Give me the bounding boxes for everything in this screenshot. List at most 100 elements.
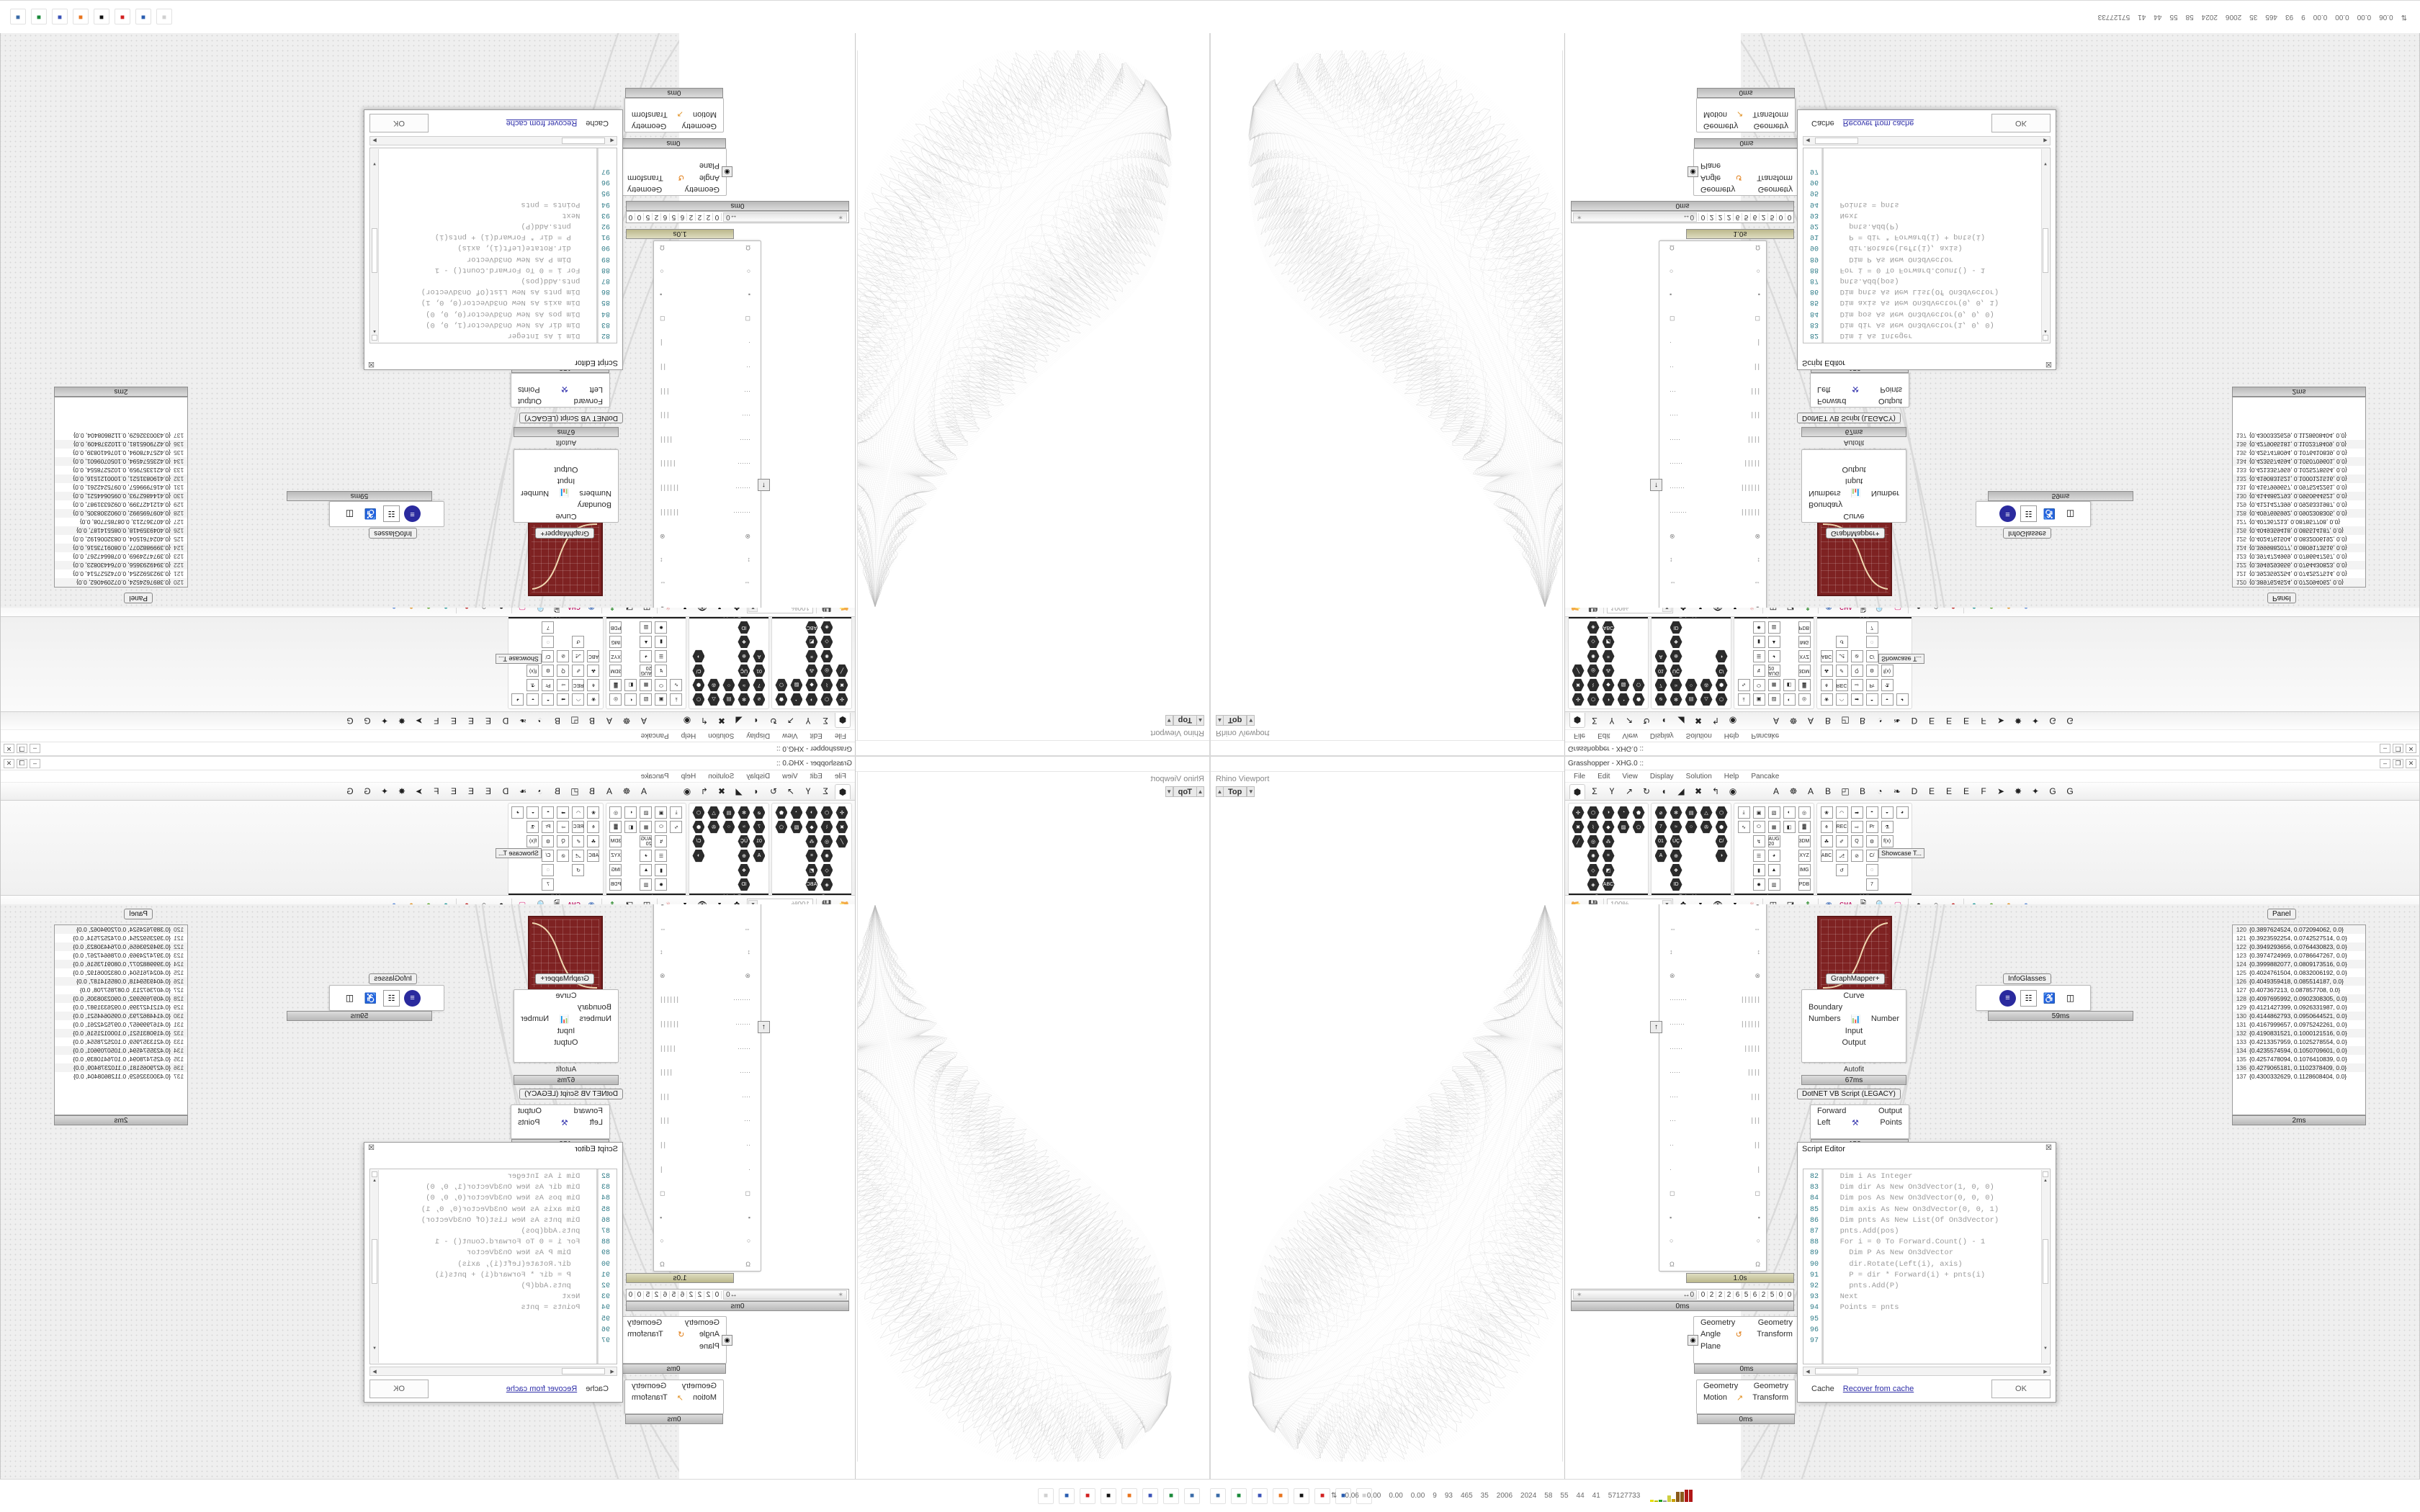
code-line[interactable]: pnts.Add(P)	[521, 221, 589, 230]
component-icon[interactable]	[1699, 635, 1713, 649]
ok-button[interactable]: OK	[1991, 1380, 2051, 1398]
component-icon[interactable]: ⬡	[1714, 693, 1729, 706]
tab-a-tab-1[interactable]: A	[641, 716, 647, 726]
scroll-up-handle[interactable]: ↑	[758, 479, 770, 491]
component-icon[interactable]: REC	[571, 820, 586, 834]
component-icon[interactable]: ◑	[805, 806, 819, 819]
component-icon[interactable]: ▤	[722, 806, 736, 819]
component-icon[interactable]: ◕	[511, 806, 525, 819]
minimize-button[interactable]: –	[30, 744, 40, 754]
component-icon[interactable]	[586, 863, 601, 877]
code-vertical-scrollbar[interactable]: ▲ ▼	[2041, 149, 2049, 342]
code-line[interactable]: Dim P As New On3dVector	[1831, 254, 1954, 264]
ok-button[interactable]: OK	[1991, 114, 2051, 132]
rotate-input-angle[interactable]: Angle	[1700, 1330, 1721, 1338]
component-icon[interactable]	[1699, 849, 1713, 863]
tab-a-tab-2[interactable]: A	[1807, 786, 1814, 796]
component-icon[interactable]: ⊘	[556, 649, 570, 663]
component-icon[interactable]: ABC	[1601, 878, 1615, 891]
component-icon[interactable]: ⤓	[669, 693, 684, 706]
component-icon[interactable]	[1616, 849, 1631, 863]
component-icon[interactable]: XYZ	[1797, 849, 1811, 863]
component-icon[interactable]: ❖	[737, 863, 751, 877]
infoglasses-btn-2[interactable]: ☷	[2020, 989, 2037, 1007]
explorer-app-icon[interactable]: ■	[156, 9, 172, 25]
tab-bird-tab[interactable]: ❧	[1893, 786, 1901, 796]
component-icon[interactable]: ⬡	[1586, 806, 1600, 819]
script-editor-dialog[interactable]: Script Editor ☒ 82 83 84 85 86 87 88 89 90 91 92 93…	[364, 1142, 623, 1403]
component-icon[interactable]: C/	[541, 849, 555, 863]
infoglasses-btn-3[interactable]: ♿	[2043, 508, 2056, 521]
component-icon[interactable]	[511, 878, 525, 891]
series-component-nameplate[interactable]: 1.0s	[1686, 1273, 1794, 1283]
component-icon[interactable]	[1819, 878, 1834, 891]
tab-pin-tab[interactable]: ✦	[2031, 786, 2040, 796]
component-icon[interactable]: ○	[1684, 678, 1698, 692]
component-icon[interactable]	[1880, 863, 1894, 877]
component-icon[interactable]: Q	[556, 834, 570, 848]
component-icon[interactable]: ⌗	[1601, 649, 1615, 663]
component-icon[interactable]	[1895, 621, 1909, 634]
component-icon[interactable]: ◆	[805, 678, 819, 692]
menu-item-help[interactable]: Help	[1724, 732, 1739, 740]
close-button[interactable]: ✕	[4, 758, 14, 768]
component-icon[interactable]	[1571, 635, 1585, 649]
tab-params-tab[interactable]: ⬢	[835, 713, 851, 729]
component-icon[interactable]: ⌗	[805, 849, 819, 863]
slider-track[interactable]: ✶ ↔0	[723, 212, 847, 222]
slider-digit[interactable]: 5	[644, 213, 653, 221]
component-icon[interactable]	[774, 635, 789, 649]
component-icon[interactable]	[669, 834, 684, 848]
rhino-app-icon[interactable]: ■	[1314, 1488, 1330, 1504]
component-icon[interactable]: ▣	[654, 693, 668, 706]
component-icon[interactable]: ⬢	[1714, 820, 1729, 834]
code-line[interactable]: Dim dir As New On3dVector(1, 0, 0)	[1831, 1183, 1994, 1192]
tab-a-tab-1[interactable]: A	[1773, 716, 1779, 726]
scroll-up-handle[interactable]: ↑	[758, 1021, 770, 1033]
component-icon[interactable]: ⬭	[1752, 820, 1766, 834]
slider-digit[interactable]: 6	[1733, 1291, 1742, 1299]
component-icon[interactable]	[556, 635, 570, 649]
component-icon[interactable]	[1880, 635, 1894, 649]
component-icon[interactable]: ◩	[805, 635, 819, 649]
vb-input-forward[interactable]: Forward	[1817, 1107, 1847, 1115]
component-icon[interactable]: ◕	[1767, 649, 1781, 663]
component-icon[interactable]: ▮	[654, 863, 668, 877]
component-icon[interactable]: ⊘	[1850, 649, 1864, 663]
code-vertical-scrollbar[interactable]: ▲ ▼	[371, 149, 379, 342]
component-icon[interactable]	[1631, 834, 1646, 848]
scroll-up-handle[interactable]: ↑	[1650, 1021, 1662, 1033]
vscroll-down-arrow[interactable]: ▼	[372, 161, 377, 166]
component-icon[interactable]: ◇	[820, 635, 834, 649]
infoglasses-label[interactable]: InfoGlasses	[2003, 528, 2051, 539]
tab-transform-tab[interactable]: ↰	[700, 786, 709, 796]
component-icon[interactable]: C/	[691, 834, 706, 848]
component-icon[interactable]	[1782, 834, 1796, 848]
component-icon[interactable]	[1616, 664, 1631, 678]
component-icon[interactable]	[789, 649, 804, 663]
component-icon[interactable]: ⌀	[1654, 806, 1668, 819]
tab-bifocals-tab[interactable]: ◰	[1841, 786, 1850, 796]
close-button[interactable]: ✕	[2406, 744, 2416, 754]
rotate-component[interactable]: Geometry Geometry Angle ↺ Transform Plan…	[620, 1316, 727, 1374]
dotnet-vb-script-component[interactable]: Forward Output Left ⚒ Points 152ms	[1810, 1104, 1909, 1149]
component-icon[interactable]: ✺	[820, 649, 834, 663]
component-icon[interactable]: ◧	[624, 678, 638, 692]
component-icon[interactable]: △	[1699, 693, 1713, 706]
gh-canvas[interactable]: ^ ⁕ ⇔ ⇔ ↕ ↕ ⊗ ⊗ ········ ∣∣∣∣∣∣ ······· ∣∣∣∣∣∣…	[1565, 904, 2419, 1496]
code-line[interactable]: Dim i As Integer	[507, 331, 589, 340]
tab-surface-tab[interactable]: ◖	[1661, 786, 1667, 796]
ribbon-group-caption[interactable]: Util↓	[1817, 894, 1912, 895]
component-icon[interactable]	[669, 621, 684, 634]
rhino-viewport[interactable]: Rhino Viewport ▲ Top ▼	[1210, 50, 1563, 740]
tab-curve-tab[interactable]: ↻	[769, 786, 778, 796]
autofit-input-boundary[interactable]: Boundary	[1809, 1003, 1843, 1012]
component-icon[interactable]: ▲	[1767, 635, 1781, 649]
script-editor-dialog[interactable]: Script Editor ☒ 82 83 84 85 86 87 88 89 90 91 92 93…	[1797, 109, 2056, 370]
tab-params-tab[interactable]: ⬢	[1569, 713, 1585, 729]
component-icon[interactable]	[1571, 878, 1585, 891]
code-line[interactable]: For i = 0 To Forward.Count() - 1	[434, 265, 589, 274]
autofit-input-numbers[interactable]: Numbers	[579, 1014, 611, 1023]
